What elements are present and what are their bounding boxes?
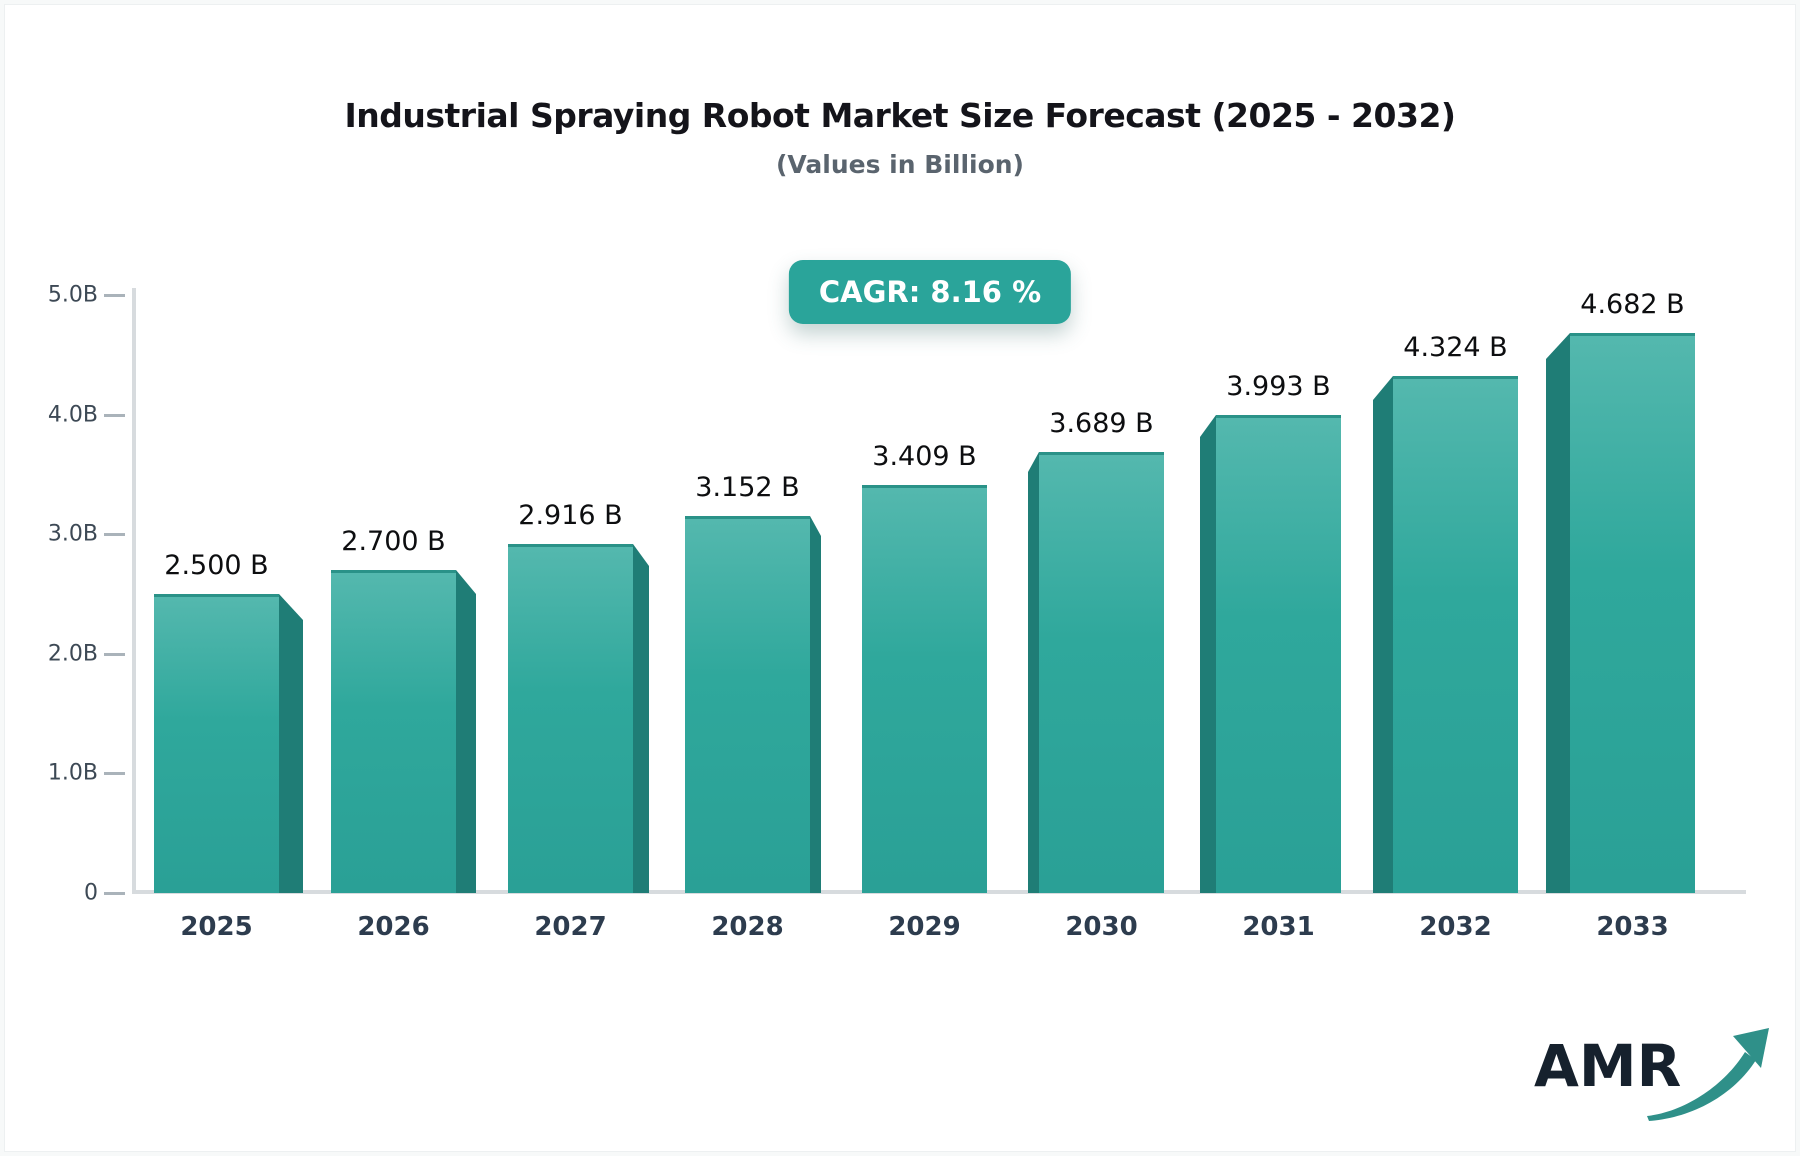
bar-side-face [1546, 333, 1570, 893]
bar-value-label: 3.689 B [1049, 408, 1154, 439]
bar [1216, 415, 1341, 893]
bar-side-face [1028, 452, 1039, 893]
bar-value-label: 3.993 B [1226, 371, 1331, 402]
bar-value-label: 2.700 B [341, 526, 446, 557]
bar [331, 570, 456, 893]
bar-side-face [633, 544, 649, 893]
amr-logo-text: AMR [1534, 1032, 1682, 1100]
x-axis-tick-label: 2031 [1242, 912, 1315, 942]
x-axis-tick-label: 2033 [1596, 912, 1669, 942]
bar [1393, 376, 1518, 893]
bar-value-label: 3.409 B [872, 441, 977, 472]
y-axis-tick [104, 533, 125, 537]
y-axis-tick [104, 652, 125, 656]
y-axis-tick-label: 4.0B [47, 402, 98, 428]
x-axis-tick-label: 2026 [357, 912, 430, 942]
x-axis-tick-label: 2028 [711, 912, 784, 942]
growth-arrow-icon [1647, 1028, 1769, 1121]
x-axis-tick-label: 2025 [180, 912, 253, 942]
chart-subtitle: (Values in Billion) [776, 150, 1024, 179]
bar [1570, 333, 1695, 893]
y-axis-tick [104, 772, 125, 776]
x-axis-tick-label: 2032 [1419, 912, 1492, 942]
chart-title: Industrial Spraying Robot Market Size Fo… [344, 96, 1456, 135]
bar-value-label: 2.500 B [164, 550, 269, 581]
bar [685, 516, 810, 893]
y-axis-tick-label: 1.0B [47, 760, 98, 786]
x-axis-tick-label: 2027 [534, 912, 607, 942]
bar-value-label: 2.916 B [518, 500, 623, 531]
y-axis-tick [104, 892, 125, 895]
x-axis-tick-label: 2029 [888, 912, 961, 942]
bar-side-face [1373, 376, 1393, 893]
bar [862, 485, 987, 893]
y-axis-tick-label: 5.0B [47, 282, 98, 308]
amr-logo: AMR [1534, 1028, 1769, 1122]
y-axis-tick [104, 413, 125, 417]
y-axis-line [132, 288, 136, 894]
bar-value-label: 4.324 B [1403, 332, 1508, 363]
bar [1039, 452, 1164, 893]
bar-value-label: 3.152 B [695, 472, 800, 503]
bar-value-label: 4.682 B [1580, 289, 1685, 320]
bar-side-face [1200, 415, 1216, 893]
bar-side-face [279, 594, 303, 893]
y-axis-tick-label: 2.0B [47, 641, 98, 667]
y-axis-tick [104, 294, 125, 297]
bar-side-face [810, 516, 821, 893]
y-axis-tick-label: 3.0B [47, 521, 98, 547]
bar-side-face [456, 570, 476, 893]
y-axis-tick-label: 0 [84, 880, 98, 906]
x-axis-tick-label: 2030 [1065, 912, 1138, 942]
bar [154, 594, 279, 893]
bar [508, 544, 633, 893]
cagr-badge: CAGR: 8.16 % [788, 260, 1072, 324]
